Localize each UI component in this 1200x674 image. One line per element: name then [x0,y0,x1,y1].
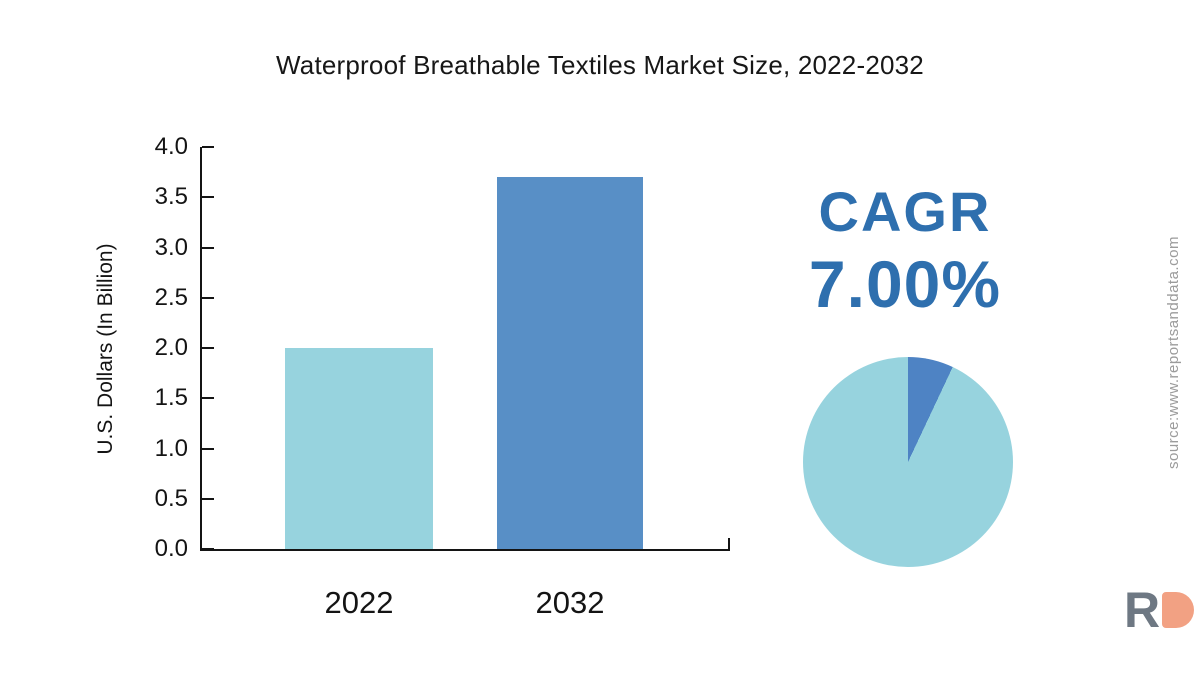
y-tick-mark [202,397,214,400]
cagr-label: CAGR [818,180,992,243]
x-axis-end-tick [728,538,730,549]
y-tick-label: 3.5 [154,183,188,211]
y-tick-label: 1.5 [154,384,188,412]
y-tick-mark [202,447,214,450]
y-tick-mark [202,347,214,349]
y-tick-label: 0.5 [154,484,188,512]
logo-letter-r: R [1124,582,1161,638]
cagr-value: 7.00% [808,247,1002,321]
cagr-pie-chart [803,357,1013,567]
cagr-block: CAGR 7.00% [760,180,1050,321]
x-axis-line [200,549,730,551]
source-note: source:www.reportsanddata.com [1165,236,1182,470]
chart-title: Waterproof Breathable Textiles Market Si… [276,50,924,80]
x-tick-label-2022: 2022 [324,585,394,620]
y-tick-label: 3.0 [154,233,188,261]
bar-2032 [497,177,643,549]
y-tick-mark [202,497,214,500]
y-tick-mark [202,196,214,199]
bar-2022 [285,348,433,549]
y-tick-label: 1.0 [154,434,188,462]
y-tick-label: 2.5 [154,283,188,311]
y-axis-line [200,147,202,551]
logo-d-mark-icon [1162,592,1195,628]
x-tick-label-2032: 2032 [535,585,605,620]
y-tick-mark [202,296,214,299]
y-tick-label: 2.0 [154,334,188,361]
y-axis-label: U.S. Dollars (In Billion) [94,243,117,455]
brand-logo: R [1124,582,1195,638]
y-tick-mark [202,548,214,550]
y-tick-mark [202,146,214,148]
y-tick-mark [202,246,214,249]
y-tick-label: 4.0 [154,133,188,160]
y-tick-label: 0.0 [154,535,188,562]
